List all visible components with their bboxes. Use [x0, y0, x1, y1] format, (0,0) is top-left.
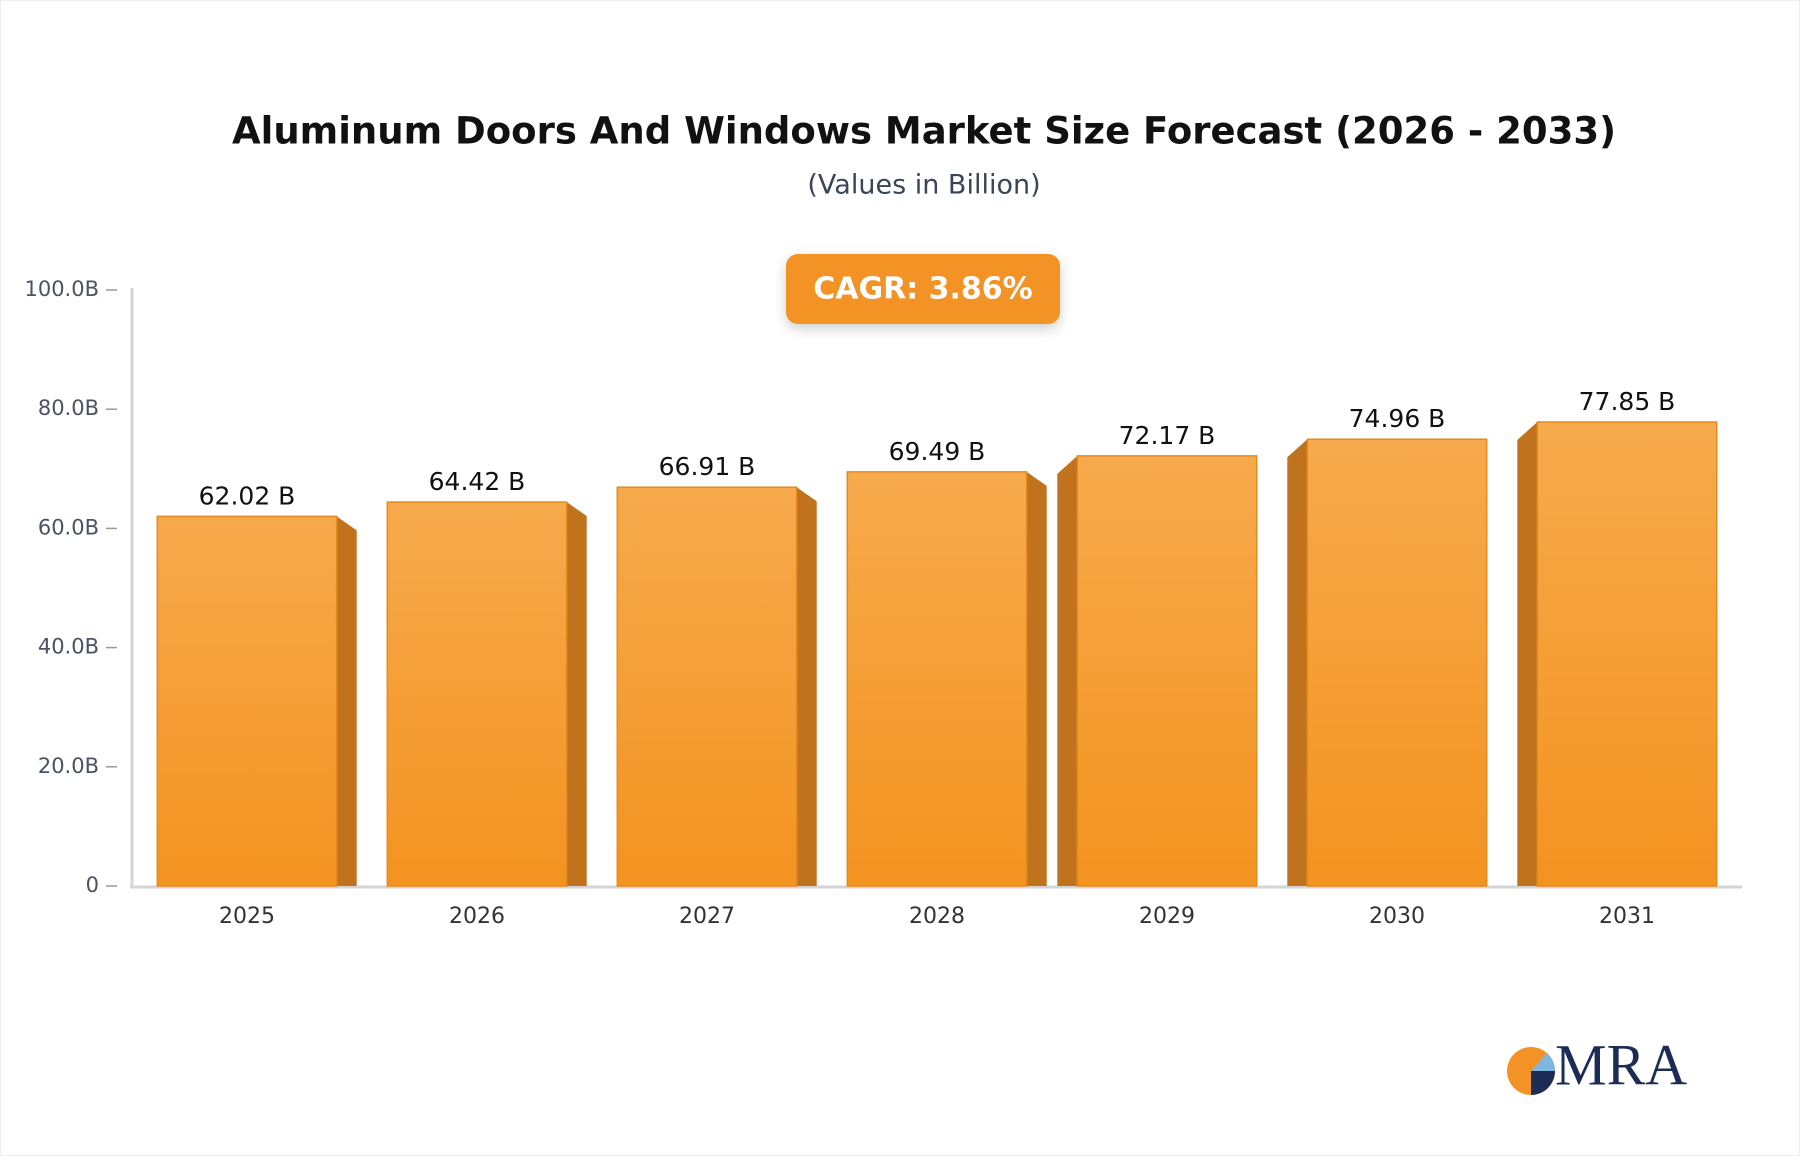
bar — [1536, 421, 1718, 887]
y-tick-label: 20.0B — [38, 754, 99, 778]
cagr-badge — [786, 254, 1060, 324]
bar-side — [1057, 455, 1078, 886]
logo-text: MRA — [1555, 1032, 1687, 1097]
bar-side — [566, 502, 587, 886]
x-tick-label: 2025 — [219, 904, 275, 929]
x-tick-label: 2027 — [679, 904, 735, 929]
x-tick-label: 2028 — [909, 904, 965, 929]
bar — [846, 471, 1028, 887]
x-tick-label: 2030 — [1369, 904, 1425, 929]
logo-icon-part — [1531, 1071, 1555, 1095]
value-label: 64.42 B — [429, 467, 526, 496]
bar — [156, 515, 338, 887]
bar — [616, 486, 798, 887]
x-tick-label: 2031 — [1599, 904, 1655, 929]
chart-subtitle: (Values in Billion) — [807, 170, 1040, 201]
value-label: 66.91 B — [659, 452, 756, 481]
y-tick-label: 60.0B — [38, 515, 99, 539]
bar-side — [336, 516, 357, 886]
value-label: 69.49 B — [889, 437, 986, 466]
logo-icon-part — [1531, 1053, 1556, 1071]
x-tick-label: 2026 — [449, 904, 505, 929]
cagr-label: CAGR: 3.86% — [813, 272, 1032, 307]
value-label: 62.02 B — [199, 481, 296, 510]
bar — [386, 501, 568, 887]
y-tick-label: 80.0B — [38, 396, 99, 420]
bar-side — [1287, 439, 1308, 886]
bar-side — [796, 487, 817, 886]
bar-side — [1026, 471, 1047, 886]
y-tick-label: 40.0B — [38, 635, 99, 659]
logo: MRA — [1507, 1032, 1687, 1097]
bar-side — [1517, 422, 1538, 886]
chart-title: Aluminum Doors And Windows Market Size F… — [232, 110, 1616, 153]
value-label: 72.17 B — [1119, 421, 1216, 450]
bar — [1306, 438, 1488, 887]
value-label: 74.96 B — [1349, 404, 1446, 433]
y-tick-label: 0 — [86, 873, 99, 897]
x-tick-label: 2029 — [1139, 904, 1195, 929]
value-label: 77.85 B — [1579, 387, 1676, 416]
y-tick-label: 100.0B — [24, 277, 99, 301]
bar — [1076, 455, 1258, 887]
